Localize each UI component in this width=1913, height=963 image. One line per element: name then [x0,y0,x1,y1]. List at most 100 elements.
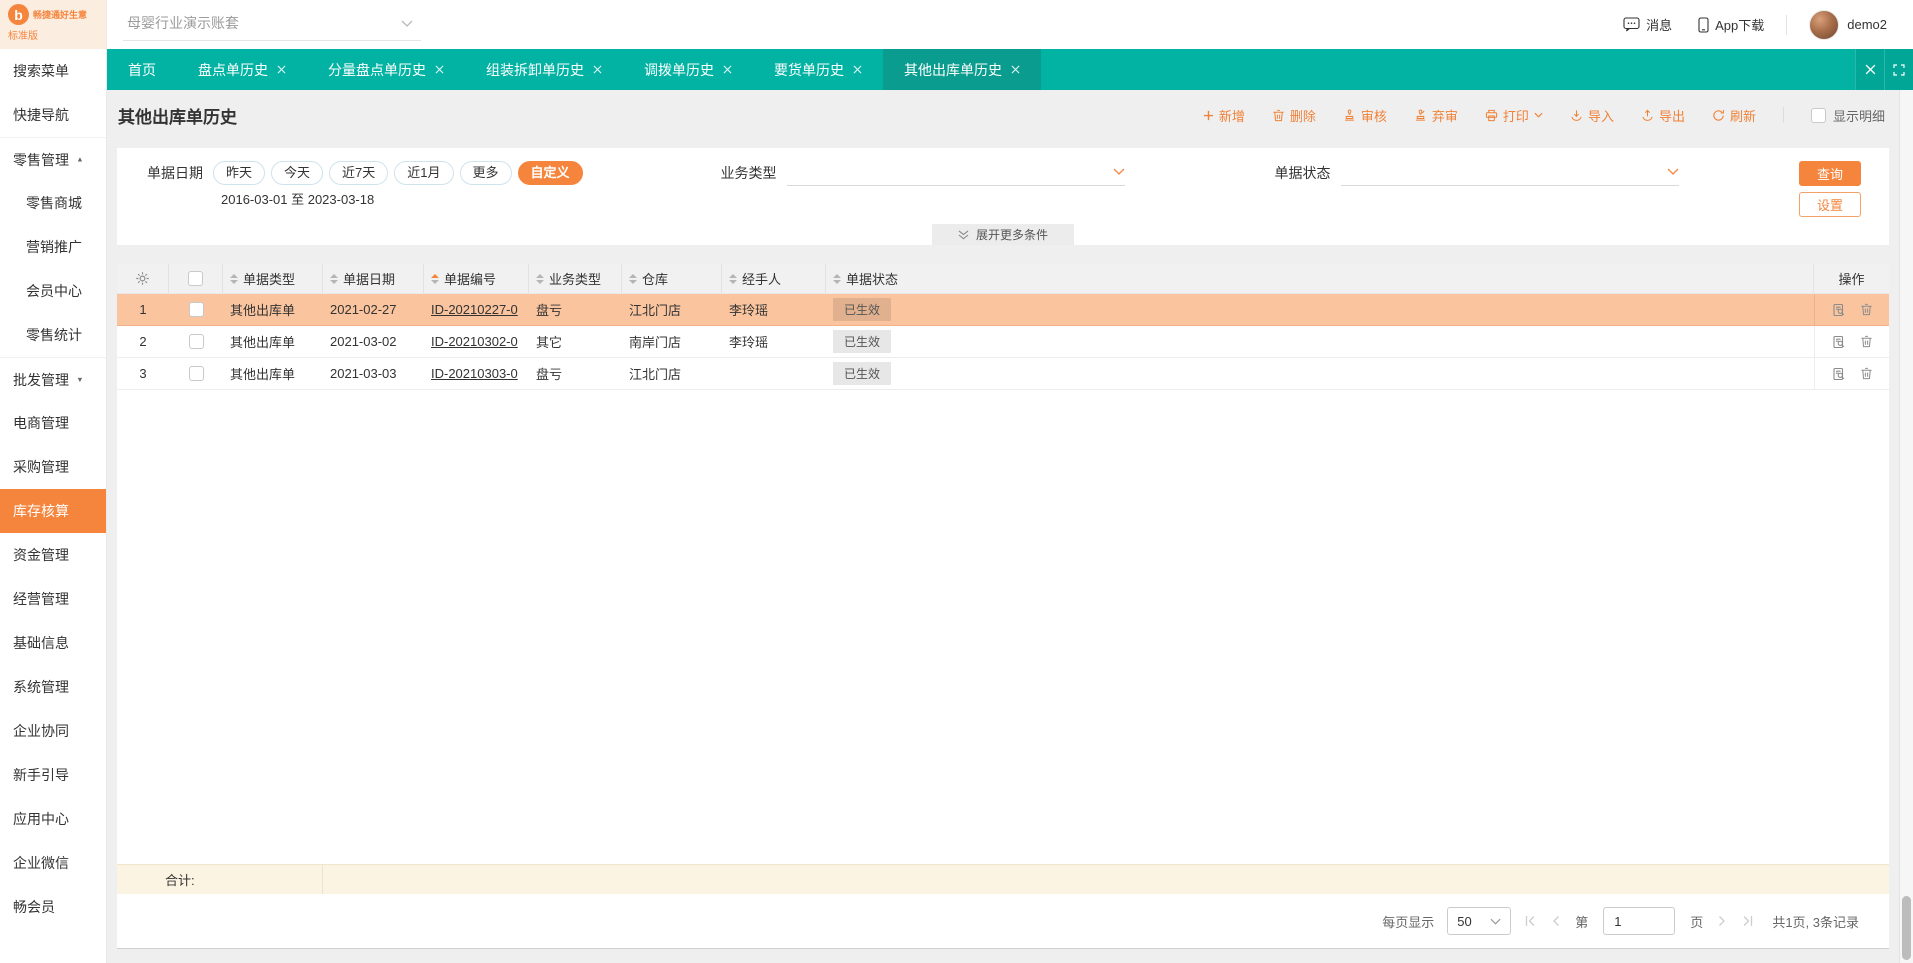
header-warehouse[interactable]: 仓库 [622,264,722,293]
sidebar-item-member-center[interactable]: 会员中心 [0,269,106,313]
sidebar-item-basic-info[interactable]: 基础信息 [0,621,106,665]
date-chip-more[interactable]: 更多 [459,161,512,185]
audit-button[interactable]: 审核 [1343,106,1387,125]
per-page-select[interactable]: 50 [1447,907,1512,935]
query-button[interactable]: 查询 [1799,161,1861,186]
sidebar-item-search-menu[interactable]: 搜索菜单 [0,49,106,93]
sidebar-item-retail-mgmt[interactable]: 零售管理 ▲ [0,137,106,181]
unaudit-button[interactable]: 弃审 [1414,106,1458,125]
export-button[interactable]: 导出 [1641,106,1685,125]
scrollbar[interactable] [1899,90,1913,963]
sidebar-item-system-mgmt[interactable]: 系统管理 [0,665,106,709]
sort-asc-icon[interactable] [431,273,439,284]
header-doc-no[interactable]: 单据编号 [424,264,529,293]
scrollbar-thumb[interactable] [1902,896,1911,960]
close-icon[interactable] [277,65,286,74]
add-button[interactable]: 新增 [1203,106,1245,125]
table-row[interactable]: 1 其他出库单 2021-02-27 ID-20210227-0 盘亏 江北门店… [117,294,1889,326]
sidebar-item-retail-stats[interactable]: 零售统计 [0,313,106,357]
doc-no-link[interactable]: ID-20210302-0 [431,334,518,349]
header-doc-type[interactable]: 单据类型 [223,264,323,293]
date-range-value[interactable]: 2016-03-01 至 2023-03-18 [221,192,375,207]
delete-row-icon[interactable] [1860,303,1873,316]
sidebar-item-wecom[interactable]: 企业微信 [0,841,106,885]
show-detail-checkbox[interactable] [1810,107,1826,123]
page-number-input[interactable] [1603,907,1676,935]
table-row[interactable]: 3 其他出库单 2021-03-03 ID-20210303-0 盘亏 江北门店… [117,358,1889,390]
header-biz-type[interactable]: 业务类型 [529,264,622,293]
tab-assembly-history[interactable]: 组装拆卸单历史 [465,49,623,90]
delete-button[interactable]: 删除 [1272,106,1316,125]
prev-page-icon[interactable] [1551,915,1560,927]
app-download-button[interactable]: App下载 [1698,15,1764,34]
header-handler[interactable]: 经手人 [722,264,826,293]
biz-type-select[interactable] [786,161,1125,186]
close-icon[interactable] [593,65,602,74]
date-chip-today[interactable]: 今天 [271,161,324,185]
sidebar-item-marketing[interactable]: 营销推广 [0,225,106,269]
tab-inventory-count-history[interactable]: 盘点单历史 [177,49,307,90]
close-icon[interactable] [723,65,732,74]
expand-more-conditions[interactable]: 展开更多条件 [932,224,1074,245]
table-row[interactable]: 2 其他出库单 2021-03-02 ID-20210302-0 其它 南岸门店… [117,326,1889,358]
close-all-tabs-button[interactable] [1855,49,1884,90]
sort-icon[interactable] [230,273,238,284]
sort-icon[interactable] [629,273,637,284]
sidebar-item-wholesale-mgmt[interactable]: 批发管理 ▼ [0,357,106,401]
doc-no-link[interactable]: ID-20210303-0 [431,366,518,381]
delete-row-icon[interactable] [1860,367,1873,380]
refresh-button[interactable]: 刷新 [1712,106,1756,125]
row-checkbox[interactable] [188,334,204,349]
sidebar-item-ecommerce-mgmt[interactable]: 电商管理 [0,401,106,445]
sort-icon[interactable] [330,273,338,284]
row-checkbox[interactable] [188,366,204,381]
sidebar-item-purchase-mgmt[interactable]: 采购管理 [0,445,106,489]
first-page-icon[interactable] [1524,915,1536,927]
sort-icon[interactable] [536,273,544,284]
tab-home[interactable]: 首页 [107,49,177,90]
tab-weighed-count-history[interactable]: 分量盘点单历史 [307,49,465,90]
sidebar-item-beginner-guide[interactable]: 新手引导 [0,753,106,797]
row-checkbox[interactable] [188,302,204,317]
doc-no-link[interactable]: ID-20210227-0 [431,302,518,317]
fullscreen-button[interactable] [1884,49,1913,90]
tab-transfer-history[interactable]: 调拨单历史 [623,49,753,90]
sidebar-item-chang-member[interactable]: 畅会员 [0,885,106,929]
view-doc-icon[interactable] [1832,367,1846,381]
select-all-checkbox[interactable] [188,271,203,286]
header-doc-date[interactable]: 单据日期 [323,264,424,293]
messages-button[interactable]: 消息 [1623,15,1672,34]
sidebar-item-app-center[interactable]: 应用中心 [0,797,106,841]
account-select[interactable]: 母婴行业演示账套 [123,8,421,41]
tab-other-outbound-history[interactable]: 其他出库单历史 [883,49,1041,90]
last-page-icon[interactable] [1742,915,1754,927]
tab-requisition-history[interactable]: 要货单历史 [753,49,883,90]
close-icon[interactable] [853,65,862,74]
import-button[interactable]: 导入 [1570,106,1614,125]
column-settings-button[interactable] [117,264,169,293]
sidebar-item-enterprise-collab[interactable]: 企业协同 [0,709,106,753]
sidebar-item-operation-mgmt[interactable]: 经营管理 [0,577,106,621]
next-page-icon[interactable] [1718,915,1727,927]
sidebar-item-retail-mall[interactable]: 零售商城 [0,181,106,225]
close-icon[interactable] [1011,65,1020,74]
date-chip-last-month[interactable]: 近1月 [394,161,454,185]
sidebar-item-funds-mgmt[interactable]: 资金管理 [0,533,106,577]
sidebar-item-quick-nav[interactable]: 快捷导航 [0,93,106,137]
date-chip-last7days[interactable]: 近7天 [329,161,389,185]
close-icon[interactable] [435,65,444,74]
status-select[interactable] [1340,161,1679,186]
sort-icon[interactable] [729,273,737,284]
view-doc-icon[interactable] [1832,335,1846,349]
settings-button[interactable]: 设置 [1799,192,1861,217]
date-chip-yesterday[interactable]: 昨天 [213,161,266,185]
delete-row-icon[interactable] [1860,335,1873,348]
avatar[interactable] [1809,9,1840,40]
date-chip-custom[interactable]: 自定义 [517,161,583,185]
sort-icon[interactable] [833,273,841,284]
view-doc-icon[interactable] [1832,303,1846,317]
print-button[interactable]: 打印 [1485,106,1543,125]
show-detail-toggle[interactable]: 显示明细 [1810,106,1885,125]
sidebar-item-inventory-accounting[interactable]: 库存核算 [0,489,106,533]
header-status[interactable]: 单据状态 [826,264,1814,293]
